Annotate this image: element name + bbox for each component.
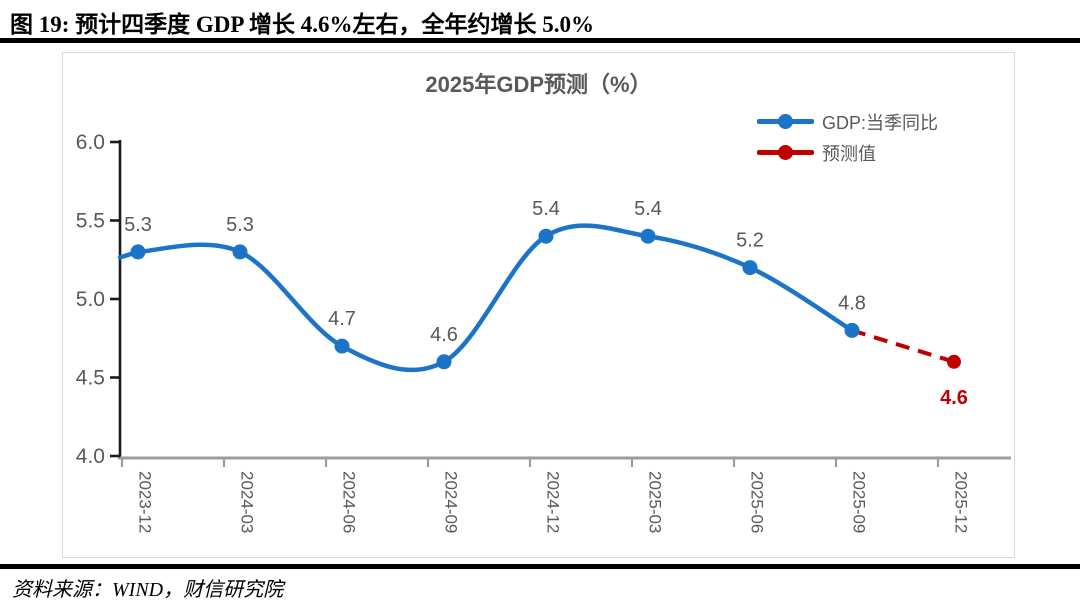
legend-label-forecast: 预测值 [822,143,876,164]
chart-legend: GDP:当季同比 预测值 [757,106,938,168]
footer-divider-rule [0,564,1080,569]
legend-item-forecast: 预测值 [757,137,938,168]
legend-dot-icon [778,145,793,160]
legend-dot-icon [778,114,793,129]
source-note: 资料来源：WIND，财信研究院 [12,579,284,601]
figure-title: 图 19: 预计四季度 GDP 增长 4.6%左右，全年约增长 5.0% [10,12,594,37]
title-divider-rule [0,38,1080,43]
legend-item-actual: GDP:当季同比 [757,106,938,137]
legend-label-actual: GDP:当季同比 [822,112,939,133]
blue-line-marker-icon [757,114,814,129]
chart-title: 2025年GDP预测（%） [425,72,652,97]
red-line-marker-icon [757,145,814,160]
